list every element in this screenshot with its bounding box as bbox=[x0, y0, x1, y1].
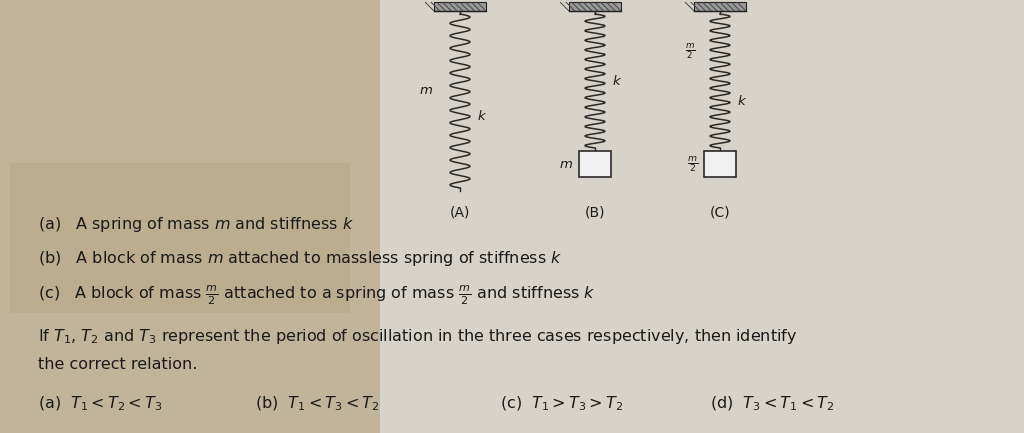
Text: (C): (C) bbox=[710, 205, 730, 219]
Bar bbox=[579, 151, 611, 177]
Bar bbox=[10, 163, 350, 313]
Text: If $T_1$, $T_2$ and $T_3$ represent the period of oscillation in the three cases: If $T_1$, $T_2$ and $T_3$ represent the … bbox=[38, 327, 798, 346]
Text: (a)   A spring of mass $m$ and stiffness $k$: (a) A spring of mass $m$ and stiffness $… bbox=[38, 215, 354, 234]
Text: $k$: $k$ bbox=[737, 94, 748, 108]
Text: (b)  $T_1 < T_3 < T_2$: (b) $T_1 < T_3 < T_2$ bbox=[255, 395, 380, 414]
Text: (c)   A block of mass $\frac{m}{2}$ attached to a spring of mass $\frac{m}{2}$ a: (c) A block of mass $\frac{m}{2}$ attach… bbox=[38, 283, 596, 307]
Text: $m$: $m$ bbox=[559, 158, 573, 171]
Text: $\frac{m}{2}$: $\frac{m}{2}$ bbox=[687, 154, 698, 174]
Text: $k$: $k$ bbox=[612, 74, 623, 88]
Text: the correct relation.: the correct relation. bbox=[38, 357, 198, 372]
Bar bbox=[694, 2, 746, 11]
Text: $\frac{m}{2}$: $\frac{m}{2}$ bbox=[685, 41, 696, 61]
Bar bbox=[705, 151, 736, 177]
Bar bbox=[0, 0, 380, 433]
Text: (c)  $T_1 > T_3 > T_2$: (c) $T_1 > T_3 > T_2$ bbox=[500, 395, 624, 414]
Text: (d)  $T_3 < T_1 < T_2$: (d) $T_3 < T_1 < T_2$ bbox=[710, 395, 835, 414]
Text: $k$: $k$ bbox=[477, 109, 487, 123]
Text: $m$: $m$ bbox=[419, 84, 433, 97]
Bar bbox=[434, 2, 486, 11]
Text: (A): (A) bbox=[450, 205, 470, 219]
Bar bbox=[569, 2, 621, 11]
Text: (a)  $T_1 < T_2 < T_3$: (a) $T_1 < T_2 < T_3$ bbox=[38, 395, 163, 414]
Text: (B): (B) bbox=[585, 205, 605, 219]
Text: (b)   A block of mass $m$ attached to massless spring of stiffness $k$: (b) A block of mass $m$ attached to mass… bbox=[38, 249, 562, 268]
